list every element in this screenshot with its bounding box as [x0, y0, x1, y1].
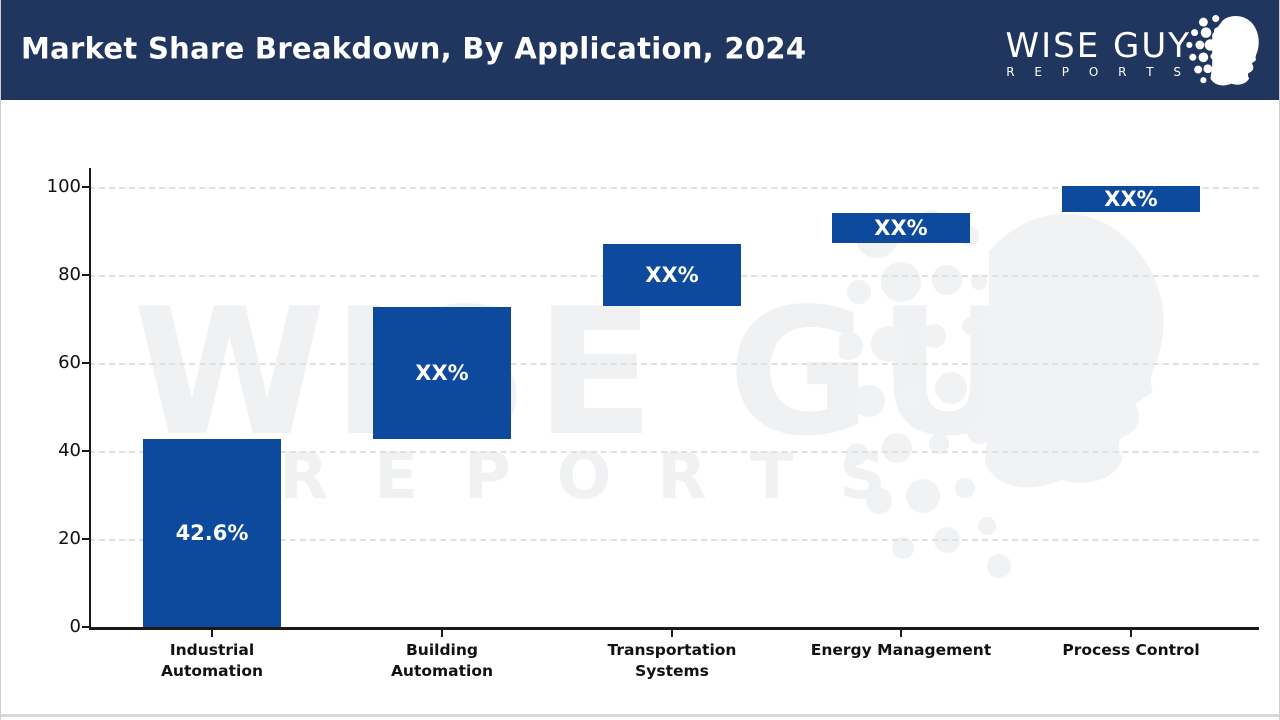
x-tick-mark — [441, 630, 443, 637]
logo-brand-text: WISE GUY — [1005, 25, 1191, 66]
bar-value-label: XX% — [1104, 186, 1158, 211]
category-label-energy-management: Energy Management — [810, 641, 992, 659]
x-tick-mark — [900, 630, 902, 637]
y-tick-mark-100 — [82, 185, 89, 188]
x-axis-line — [89, 627, 1259, 630]
y-tick-label-60: 60 — [58, 351, 81, 373]
y-tick-label-40: 40 — [58, 439, 81, 461]
bar-industrial-automation — [143, 439, 281, 627]
y-tick-label-0: 0 — [69, 616, 81, 638]
y-tick-mark-40 — [82, 449, 89, 452]
bar-process-control — [1062, 186, 1200, 212]
y-tick-label-20: 20 — [58, 527, 81, 549]
gridline-20 — [89, 538, 1259, 541]
logo-face-icon — [1177, 8, 1265, 100]
logo-reports-text: R E P O R T S — [1006, 65, 1189, 80]
category-label-transportation-systems: Transportation Systems — [607, 641, 737, 680]
bar-transportation-systems — [603, 243, 741, 306]
gridline-60 — [89, 362, 1259, 365]
logo-wordmark: WISE GUY R E P O R T S — [1005, 25, 1191, 80]
y-tick-mark-60 — [82, 361, 89, 364]
y-tick-label-100: 100 — [46, 175, 81, 197]
category-label-process-control: Process Control — [1062, 641, 1200, 659]
bar-value-label: XX% — [874, 215, 928, 240]
bar-energy-management — [832, 212, 970, 243]
page-title: Market Share Breakdown, By Application, … — [21, 31, 807, 66]
y-axis-line — [89, 168, 91, 629]
wise-guy-reports-logo: WISE GUY R E P O R T S — [1005, 8, 1265, 100]
x-tick-mark — [211, 630, 213, 637]
bar-building-automation — [373, 306, 511, 440]
category-label-industrial-automation: Industrial Automation — [160, 641, 264, 680]
bar-value-label: XX% — [645, 262, 699, 287]
x-tick-mark — [671, 630, 673, 637]
category-label-building-automation: Building Automation — [390, 641, 494, 680]
bar-value-label: 42.6% — [175, 521, 249, 546]
gridline-100 — [89, 186, 1259, 189]
y-tick-mark-80 — [82, 273, 89, 276]
gridline-40 — [89, 450, 1259, 453]
y-tick-label-80: 80 — [58, 263, 81, 285]
y-tick-mark-20 — [82, 537, 89, 540]
bar-value-label: XX% — [415, 361, 469, 386]
header-band: Market Share Breakdown, By Application, … — [1, 0, 1279, 100]
y-tick-mark-0 — [82, 626, 89, 628]
x-tick-mark — [1130, 630, 1132, 637]
footer-rule — [1, 714, 1279, 717]
